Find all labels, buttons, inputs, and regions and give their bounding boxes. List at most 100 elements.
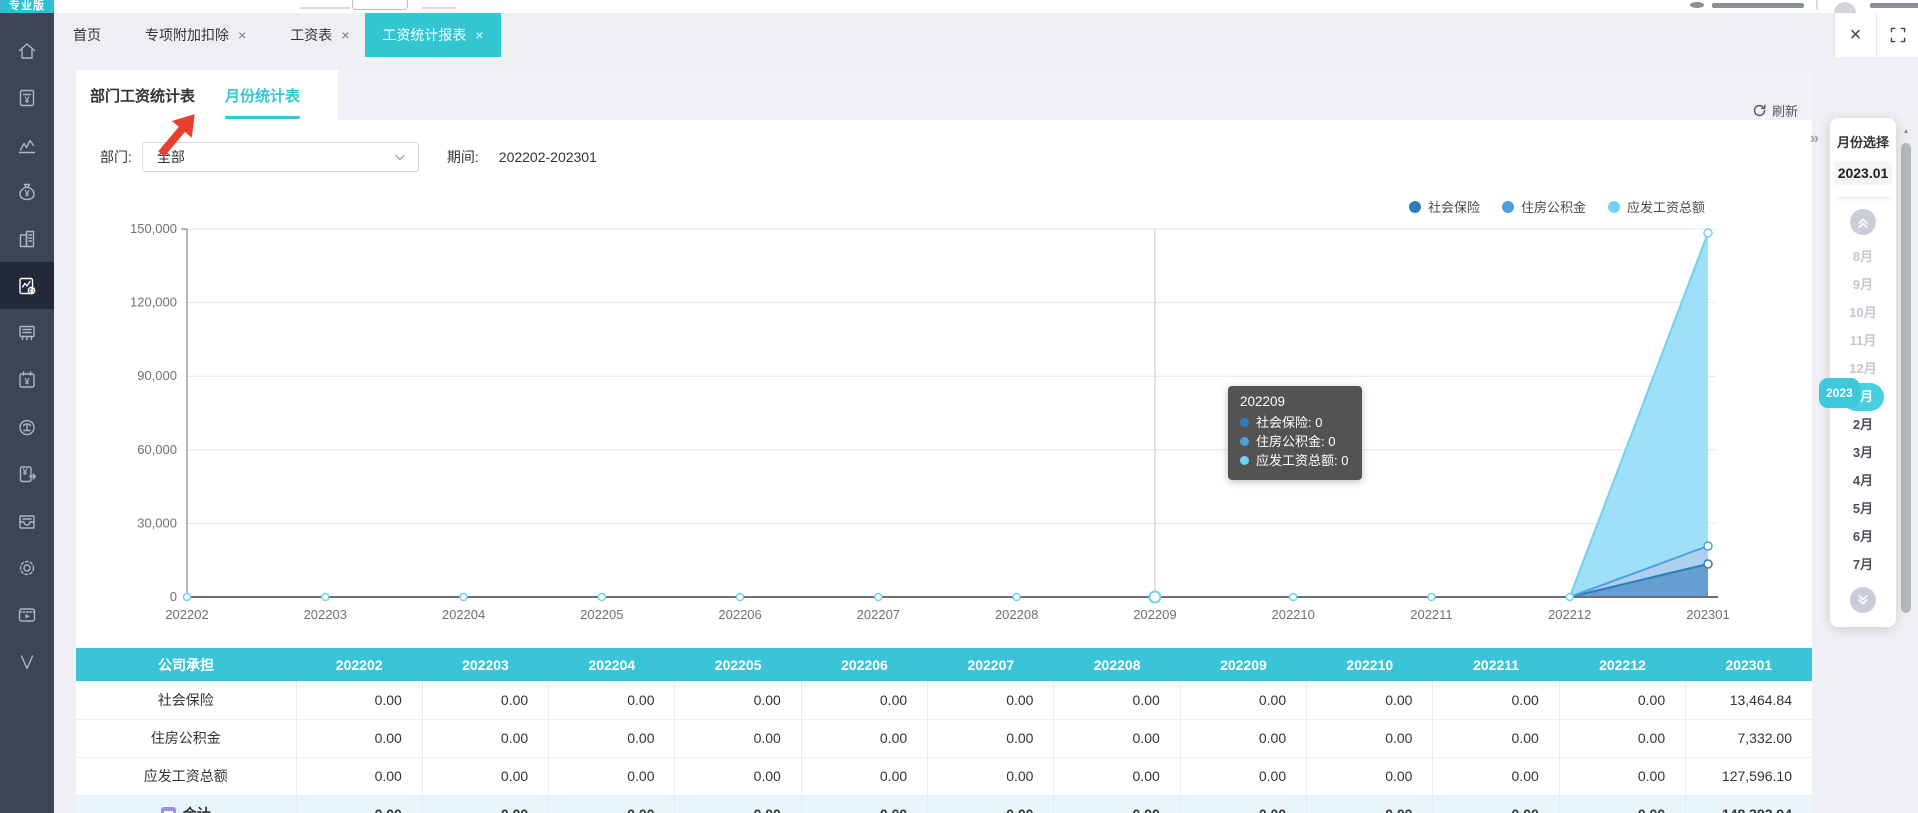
table-cell: 0.00 — [927, 681, 1055, 720]
fullscreen-button[interactable] — [1876, 13, 1918, 57]
table-header-cell: 202208 — [1053, 648, 1181, 681]
month-item[interactable]: 11月 — [1849, 333, 1877, 348]
row-label: 社会保险 — [76, 681, 297, 720]
sidebar-item-voucher[interactable]: ¥ — [0, 74, 54, 121]
legend-item[interactable]: 应发工资总额 — [1607, 197, 1705, 216]
filter-bar: 部门: 全部 期间: 202202-202301 — [100, 142, 597, 172]
svg-text:202206: 202206 — [718, 607, 761, 622]
close-tab-button[interactable]: × — [1834, 13, 1876, 57]
scrollbar-thumb[interactable] — [1901, 143, 1911, 613]
top-tab[interactable]: 首页 — [67, 13, 107, 57]
table-cell: 0.00 — [422, 681, 550, 720]
subtab-monthly-stats[interactable]: 月份统计表 — [225, 85, 301, 119]
month-item[interactable]: 6月 — [1852, 529, 1874, 544]
period-label: 期间: — [446, 149, 479, 165]
tab-list: 首页 专项附加扣除 × 工资表 × 工资统计报表 × — [54, 13, 501, 57]
month-item[interactable]: 3月 — [1852, 445, 1874, 460]
month-item[interactable]: 8月 — [1852, 249, 1874, 264]
top-tab-active[interactable]: 工资统计报表 × — [365, 13, 501, 57]
month-panel-title: 月份选择 — [1836, 135, 1889, 150]
table-header-cell: 202301 — [1685, 648, 1812, 681]
year-badge: 2023 — [1819, 378, 1860, 408]
sidebar-item-tax-seal[interactable] — [0, 403, 54, 450]
sidebar-item-home[interactable] — [0, 27, 54, 74]
sidebar-item-funds[interactable]: ¥ — [0, 168, 54, 215]
sidebar-item-invoice[interactable] — [0, 309, 54, 356]
card-header: 部门工资统计表 月份统计表 刷新 — [76, 70, 1812, 120]
collapse-panel-button[interactable]: » — [1810, 130, 1819, 147]
sidebar-item-report-chart[interactable] — [0, 121, 54, 168]
total-calendar-icon — [160, 806, 176, 813]
sidebar-item-assets[interactable] — [0, 215, 54, 262]
table-header-cell: 202212 — [1559, 648, 1686, 681]
tooltip-text: 应发工资总额: 0 — [1256, 453, 1349, 468]
month-list: 8月 9月 10月 11月 12月 1月 2023 2月 3月 4月 5月 6月 7月 — [1819, 243, 1896, 579]
period-value: 202202-202301 — [498, 149, 597, 165]
sidebar-item-salary-calendar[interactable]: ¥ — [0, 356, 54, 403]
cutoff-button-fragment — [352, 0, 408, 10]
top-tab[interactable]: 工资表 × — [284, 13, 355, 57]
salary-table: 公司承担 202202 202203 202204 202205 202206 202207… — [76, 648, 1812, 813]
month-item[interactable]: 12月 — [1849, 361, 1877, 376]
table-cell: 0.00 — [1180, 757, 1308, 796]
sidebar-item-checkout[interactable]: ¥ — [0, 450, 54, 497]
sidebar-item-tutorial-video[interactable] — [0, 591, 54, 638]
month-item[interactable]: 4月 — [1852, 473, 1874, 488]
sidebar-item-statements[interactable] — [0, 262, 54, 309]
refresh-icon — [1753, 104, 1766, 117]
table-cell: 7,332.00 — [1685, 719, 1812, 758]
month-item-selected[interactable]: 1月 2023 — [1819, 378, 1884, 411]
tab-close-icon[interactable]: × — [341, 27, 350, 43]
table-cell: 0.00 — [927, 719, 1055, 758]
table-cell: 0.00 — [422, 795, 550, 813]
month-panel-header: 月份选择 2023.01 — [1830, 118, 1896, 197]
cutoff-fragment — [422, 7, 456, 9]
funds-icon: ¥ — [19, 183, 35, 200]
table-header-cell: 公司承担 — [76, 648, 296, 681]
legend-item[interactable]: 住房公积金 — [1501, 197, 1586, 216]
legend-item[interactable]: 社会保险 — [1408, 197, 1480, 216]
month-item[interactable]: 5月 — [1852, 501, 1874, 516]
v-icon — [20, 654, 34, 669]
current-period: 2023.01 — [1834, 161, 1892, 185]
tab-label: 工资表 — [290, 27, 333, 43]
scroll-down-button[interactable] — [1850, 587, 1876, 613]
tab-close-icon[interactable]: × — [238, 27, 247, 43]
table-cell: 0.00 — [801, 757, 929, 796]
row-label: 住房公积金 — [76, 719, 297, 758]
legend-dot — [1408, 200, 1421, 213]
tab-label: 专项附加扣除 — [145, 27, 229, 43]
month-item[interactable]: 9月 — [1852, 277, 1874, 292]
scroll-up-button[interactable] — [1850, 209, 1876, 235]
department-select[interactable]: 全部 — [141, 142, 419, 172]
svg-text:¥: ¥ — [24, 376, 29, 386]
table-cell: 0.00 — [548, 757, 676, 796]
month-item[interactable]: 10月 — [1849, 305, 1877, 320]
table-cell: 0.00 — [422, 757, 550, 796]
top-tab[interactable]: 专项附加扣除 × — [139, 13, 252, 57]
svg-text:202210: 202210 — [1271, 607, 1314, 622]
svg-text:150,000: 150,000 — [130, 221, 177, 236]
sidebar-item-settings-gear[interactable] — [0, 544, 54, 591]
tooltip-dot — [1240, 456, 1249, 465]
svg-text:0: 0 — [170, 589, 177, 604]
table-total-row: 合计0.000.000.000.000.000.000.000.000.000.… — [76, 795, 1812, 813]
month-item[interactable]: 7月 — [1852, 557, 1874, 572]
table-cell: 0.00 — [927, 757, 1055, 796]
table-header-row: 公司承担 202202 202203 202204 202205 202206 202207… — [76, 648, 1812, 681]
table-cell: 0.00 — [296, 757, 423, 796]
table-cell: 0.00 — [1559, 795, 1687, 813]
table-cell: 0.00 — [548, 795, 676, 813]
sidebar-item-v[interactable] — [0, 638, 54, 685]
refresh-button[interactable]: 刷新 — [1752, 101, 1798, 120]
department-label: 部门: — [100, 149, 132, 165]
table-header-cell: 202202 — [296, 648, 423, 681]
tooltip-row: 应发工资总额: 0 — [1240, 451, 1348, 470]
sidebar-item-inbox[interactable] — [0, 497, 54, 544]
svg-text:202301: 202301 — [1686, 607, 1729, 622]
tab-close-icon[interactable]: × — [475, 27, 484, 43]
svg-text:90,000: 90,000 — [137, 368, 177, 383]
subtab-department-salary[interactable]: 部门工资统计表 — [90, 87, 196, 105]
month-panel: 月份选择 2023.01 8月 9月 10月 11月 12月 1月 2023 2月 3月 4月 5月… — [1819, 118, 1896, 627]
month-item[interactable]: 2月 — [1852, 417, 1874, 432]
